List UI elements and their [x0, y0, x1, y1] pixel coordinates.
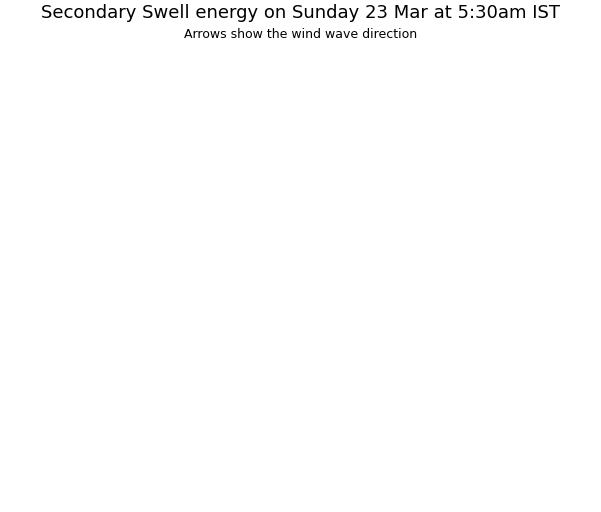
Text: Secondary Swell energy on Sunday 23 Mar at 5:30am IST: Secondary Swell energy on Sunday 23 Mar …: [41, 4, 560, 22]
Text: Arrows show the wind wave direction: Arrows show the wind wave direction: [184, 28, 417, 41]
Text: Map requires cartopy: Map requires cartopy: [197, 269, 404, 289]
